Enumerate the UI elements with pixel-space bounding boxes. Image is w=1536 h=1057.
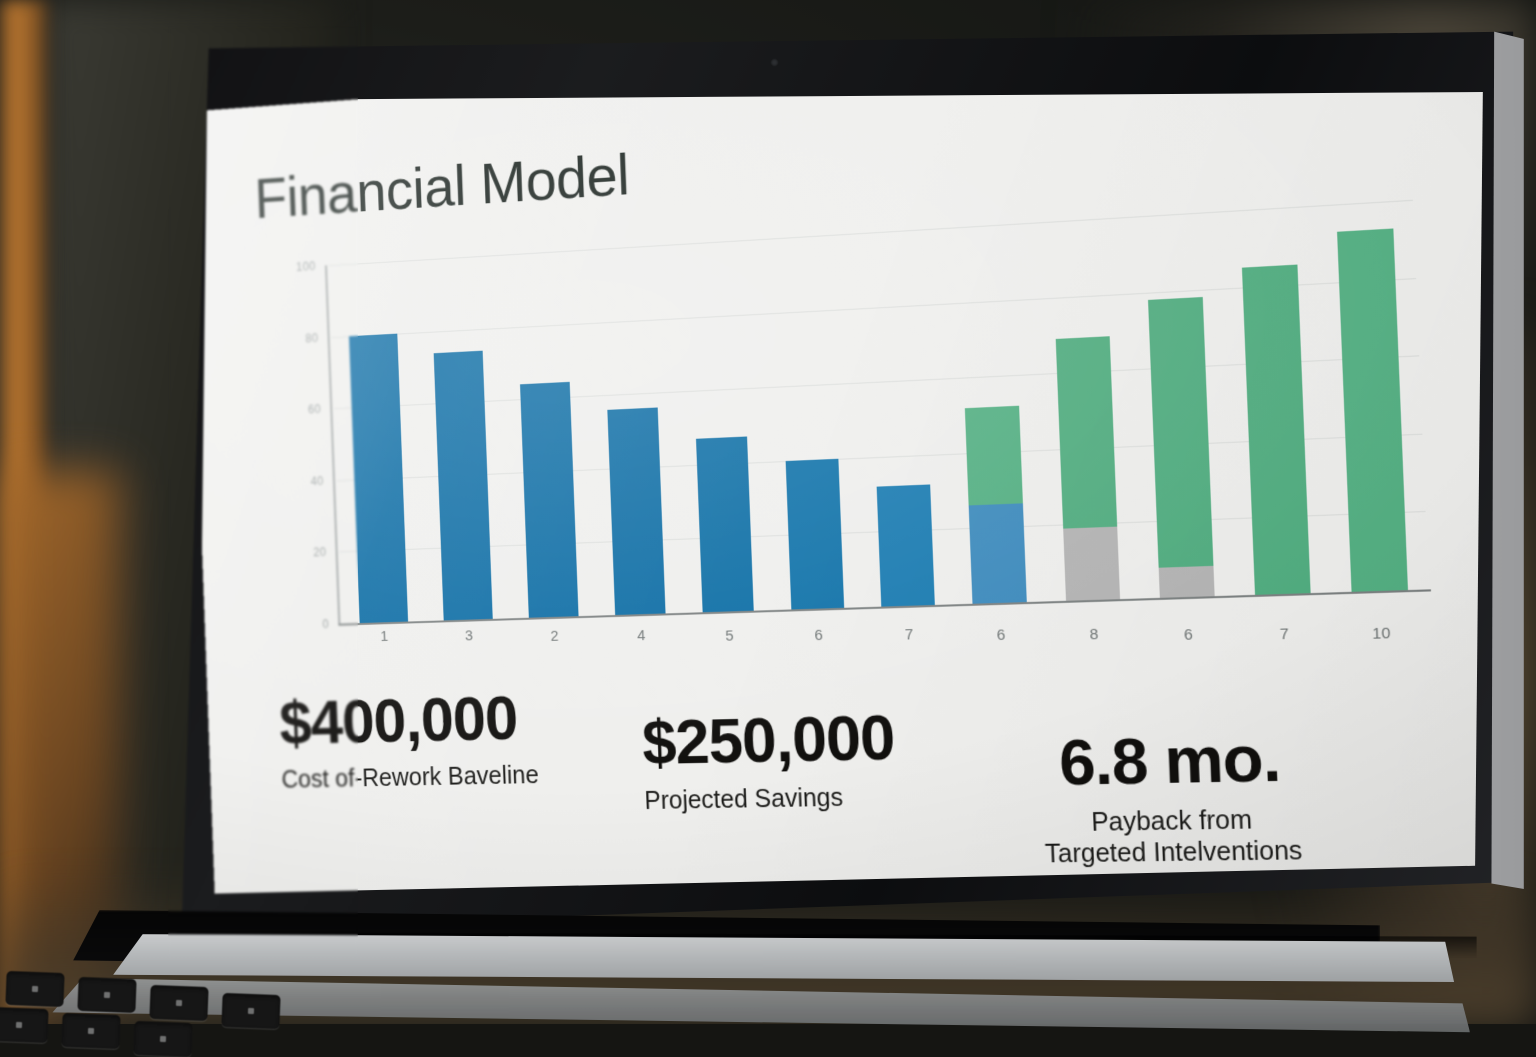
kpi-value: 6.8 mo. xyxy=(1057,722,1282,800)
y-axis-tick-label: 20 xyxy=(313,545,327,560)
kpi-label: Projected Savings xyxy=(643,783,844,816)
bar[interactable] xyxy=(965,405,1027,604)
kpi-label: Cost of-Rework Baveline xyxy=(281,761,540,794)
x-axis-tick-slot: 4 xyxy=(597,619,686,662)
keyboard[interactable] xyxy=(0,960,360,1057)
bar[interactable] xyxy=(1055,336,1120,601)
x-axis-tick-slot: 1 xyxy=(342,627,427,669)
bar[interactable] xyxy=(1147,296,1215,598)
bar-slot xyxy=(1124,211,1234,598)
x-axis-tick-label: 3 xyxy=(464,627,474,645)
bar-segment xyxy=(1055,336,1117,529)
kpi-payback: 6.8 mo. Payback from Targeted Intelventio… xyxy=(1040,722,1303,870)
x-axis-tick-slot: 10 xyxy=(1331,596,1430,644)
bar-segment xyxy=(965,405,1023,506)
x-axis-tick-slot: 2 xyxy=(511,622,599,664)
key[interactable] xyxy=(77,976,137,1014)
bar-slot xyxy=(583,245,684,616)
key[interactable] xyxy=(61,1012,121,1050)
bar-segment xyxy=(1062,526,1120,601)
kpi-row: $400,000 Cost of-Rework Baveline $250,00… xyxy=(271,657,1440,891)
kpi-value: $250,000 xyxy=(640,702,896,779)
bar-slot xyxy=(759,234,863,610)
x-axis-tick-label: 6 xyxy=(996,626,1006,644)
kpi-value: $400,000 xyxy=(278,683,519,758)
bar[interactable] xyxy=(348,333,409,624)
bar-segment xyxy=(348,333,409,624)
bar[interactable] xyxy=(1241,264,1311,595)
bar-segment xyxy=(607,407,666,616)
bar-slot xyxy=(497,250,597,618)
plot-area xyxy=(325,199,1431,626)
y-axis-tick-label: 40 xyxy=(310,473,325,489)
bar-slot xyxy=(1219,206,1331,596)
x-axis-tick-slot: 3 xyxy=(426,624,512,666)
bar[interactable] xyxy=(607,407,666,616)
laptop-lid-edge xyxy=(1491,31,1524,890)
bar-segment xyxy=(1336,228,1408,592)
kpi-label: Payback from Targeted Intelventions xyxy=(1044,805,1303,869)
x-axis-tick-label: 8 xyxy=(1089,625,1099,644)
webcam xyxy=(770,58,779,67)
bar-series xyxy=(329,200,1429,624)
bar-segment xyxy=(520,382,579,618)
x-axis-tick-label: 7 xyxy=(904,626,914,645)
bar-slot xyxy=(670,239,773,613)
x-axis-tick-slot: 7 xyxy=(1235,599,1333,644)
bar[interactable] xyxy=(520,382,579,618)
bar-slot xyxy=(939,223,1046,605)
x-axis-tick-slot: 6 xyxy=(954,608,1048,652)
bar-segment xyxy=(1241,264,1311,595)
x-axis-tick-label: 2 xyxy=(550,627,559,645)
laptop-screen: Financial Model 100 80 60 40 20 0 1 3 2 4 5 6 7 6 8 6 7… xyxy=(198,92,1483,894)
bar[interactable] xyxy=(785,458,844,610)
bar[interactable] xyxy=(696,436,755,613)
bar-segment xyxy=(785,458,844,610)
x-axis-tick-slot: 6 xyxy=(1140,602,1237,646)
key[interactable] xyxy=(0,1006,49,1044)
y-axis-tick-label: 100 xyxy=(295,259,317,274)
key[interactable] xyxy=(5,970,65,1008)
page-title: Financial Model xyxy=(253,142,631,231)
x-axis-tick-label: 6 xyxy=(1183,625,1194,644)
key[interactable] xyxy=(133,1020,193,1057)
bar-slot xyxy=(329,260,426,624)
kpi-cost-of-rework: $400,000 Cost of-Rework Baveline xyxy=(278,683,540,795)
kpi-projected-savings: $250,000 Projected Savings xyxy=(640,702,897,816)
x-axis-tick-slot: 7 xyxy=(863,610,956,653)
laptop: Financial Model 100 80 60 40 20 0 1 3 2 4 5 6 7 6 8 6 7… xyxy=(0,26,1524,1057)
bar-slot xyxy=(848,228,954,607)
y-axis-tick-labels: 100 80 60 40 20 0 xyxy=(279,259,333,631)
slide-content: Financial Model 100 80 60 40 20 0 1 3 2 4 5 6 7 6 8 6 7… xyxy=(198,92,1483,894)
x-axis-tick-label: 1 xyxy=(380,628,389,645)
bar-segment xyxy=(1147,296,1214,568)
bar-slot xyxy=(412,255,511,621)
x-axis-tick-label: 4 xyxy=(637,627,646,645)
bar-slot xyxy=(1031,217,1140,601)
x-axis-tick-slot: 5 xyxy=(685,616,775,659)
bar-chart: 100 80 60 40 20 0 1 3 2 4 5 6 7 6 8 6 7 10 xyxy=(279,199,1431,659)
x-axis-tick-label: 6 xyxy=(814,626,824,645)
bar-segment xyxy=(696,436,755,613)
bar-segment xyxy=(433,350,493,621)
y-axis-tick-label: 0 xyxy=(322,617,330,632)
x-axis-tick-label: 7 xyxy=(1279,625,1290,644)
x-axis-tick-slot: 6 xyxy=(773,613,864,656)
bar[interactable] xyxy=(877,484,935,607)
x-axis-tick-label: 10 xyxy=(1371,624,1391,644)
bar[interactable] xyxy=(433,350,493,621)
x-axis-tick-label: 5 xyxy=(724,626,734,645)
bar-segment xyxy=(969,503,1027,604)
bar[interactable] xyxy=(1336,228,1408,592)
y-axis-tick-label: 80 xyxy=(305,330,319,346)
key[interactable] xyxy=(149,984,209,1022)
bar-segment xyxy=(877,484,935,607)
y-axis-tick-label: 60 xyxy=(307,402,322,417)
bar-segment xyxy=(1158,565,1215,598)
presentation-slide: Financial Model 100 80 60 40 20 0 1 3 2 4 5 6 7 6 8 6 7… xyxy=(198,92,1483,894)
bar-slot xyxy=(1315,200,1428,593)
x-axis-tick-slot: 8 xyxy=(1046,605,1141,649)
